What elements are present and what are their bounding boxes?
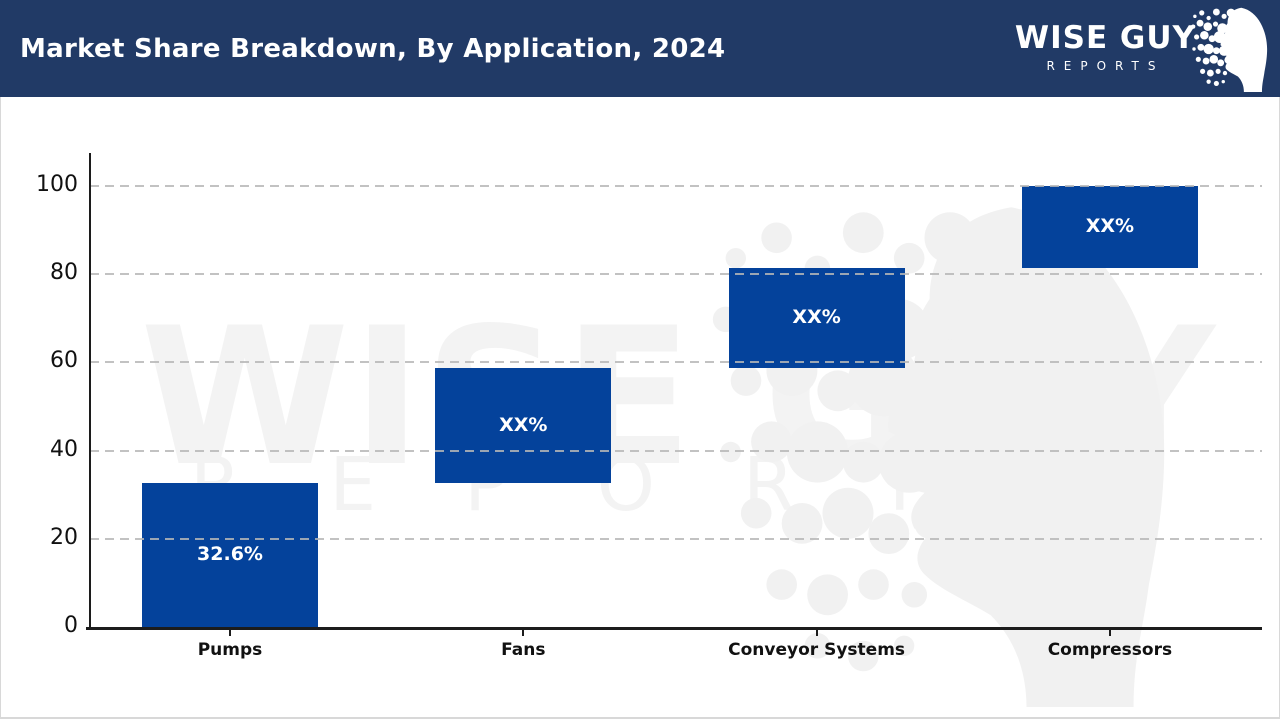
y-tick-label-40: 40 bbox=[50, 436, 78, 462]
x-category-label-1: Fans bbox=[501, 640, 546, 660]
bar-value-label: XX% bbox=[499, 413, 548, 436]
gridline-80 bbox=[90, 273, 1262, 276]
bar-value-label: 32.6% bbox=[197, 543, 263, 566]
watermark: WISE GUY REPORTS bbox=[0, 97, 1280, 720]
brand-logo-text: WISE GUY REPORTS bbox=[1015, 20, 1196, 73]
x-category-label-3: Compressors bbox=[1047, 640, 1173, 660]
y-axis-line bbox=[89, 153, 91, 629]
bar-value-label: XX% bbox=[1085, 215, 1135, 237]
brand-subtitle: REPORTS bbox=[1046, 59, 1165, 73]
header-bar: Market Share Breakdown, By Application, … bbox=[0, 0, 1280, 97]
y-tick-label-60: 60 bbox=[50, 348, 78, 374]
y-tick-label-20: 20 bbox=[50, 524, 78, 550]
chart-title: Market Share Breakdown, By Application, … bbox=[20, 33, 726, 64]
gridline-100 bbox=[90, 185, 1262, 187]
bar-fans: XX% bbox=[435, 368, 612, 484]
gridline-20 bbox=[90, 537, 1262, 540]
brand-logo: WISE GUY REPORTS bbox=[1014, 4, 1274, 94]
x-tick-1 bbox=[522, 629, 525, 636]
bar-conveyor-systems: XX% bbox=[728, 268, 905, 369]
x-axis-line bbox=[86, 627, 1262, 630]
y-tick-label-80: 80 bbox=[50, 260, 78, 286]
x-category-label-2: Conveyor Systems bbox=[728, 640, 906, 660]
x-category-label-0: Pumps bbox=[197, 640, 263, 660]
bar-compressors: XX% bbox=[1021, 186, 1198, 269]
x-tick-3 bbox=[1108, 629, 1111, 636]
y-tick-label-100: 100 bbox=[36, 172, 78, 197]
bar-pumps: 32.6% bbox=[142, 483, 318, 627]
gridline-60 bbox=[90, 361, 1262, 364]
bar-value-label: XX% bbox=[792, 306, 841, 329]
x-tick-0 bbox=[229, 629, 231, 636]
brand-name: WISE GUY bbox=[1014, 20, 1196, 56]
x-tick-2 bbox=[815, 629, 818, 636]
gridline-40 bbox=[90, 449, 1262, 452]
y-tick-label-0: 0 bbox=[64, 613, 78, 638]
